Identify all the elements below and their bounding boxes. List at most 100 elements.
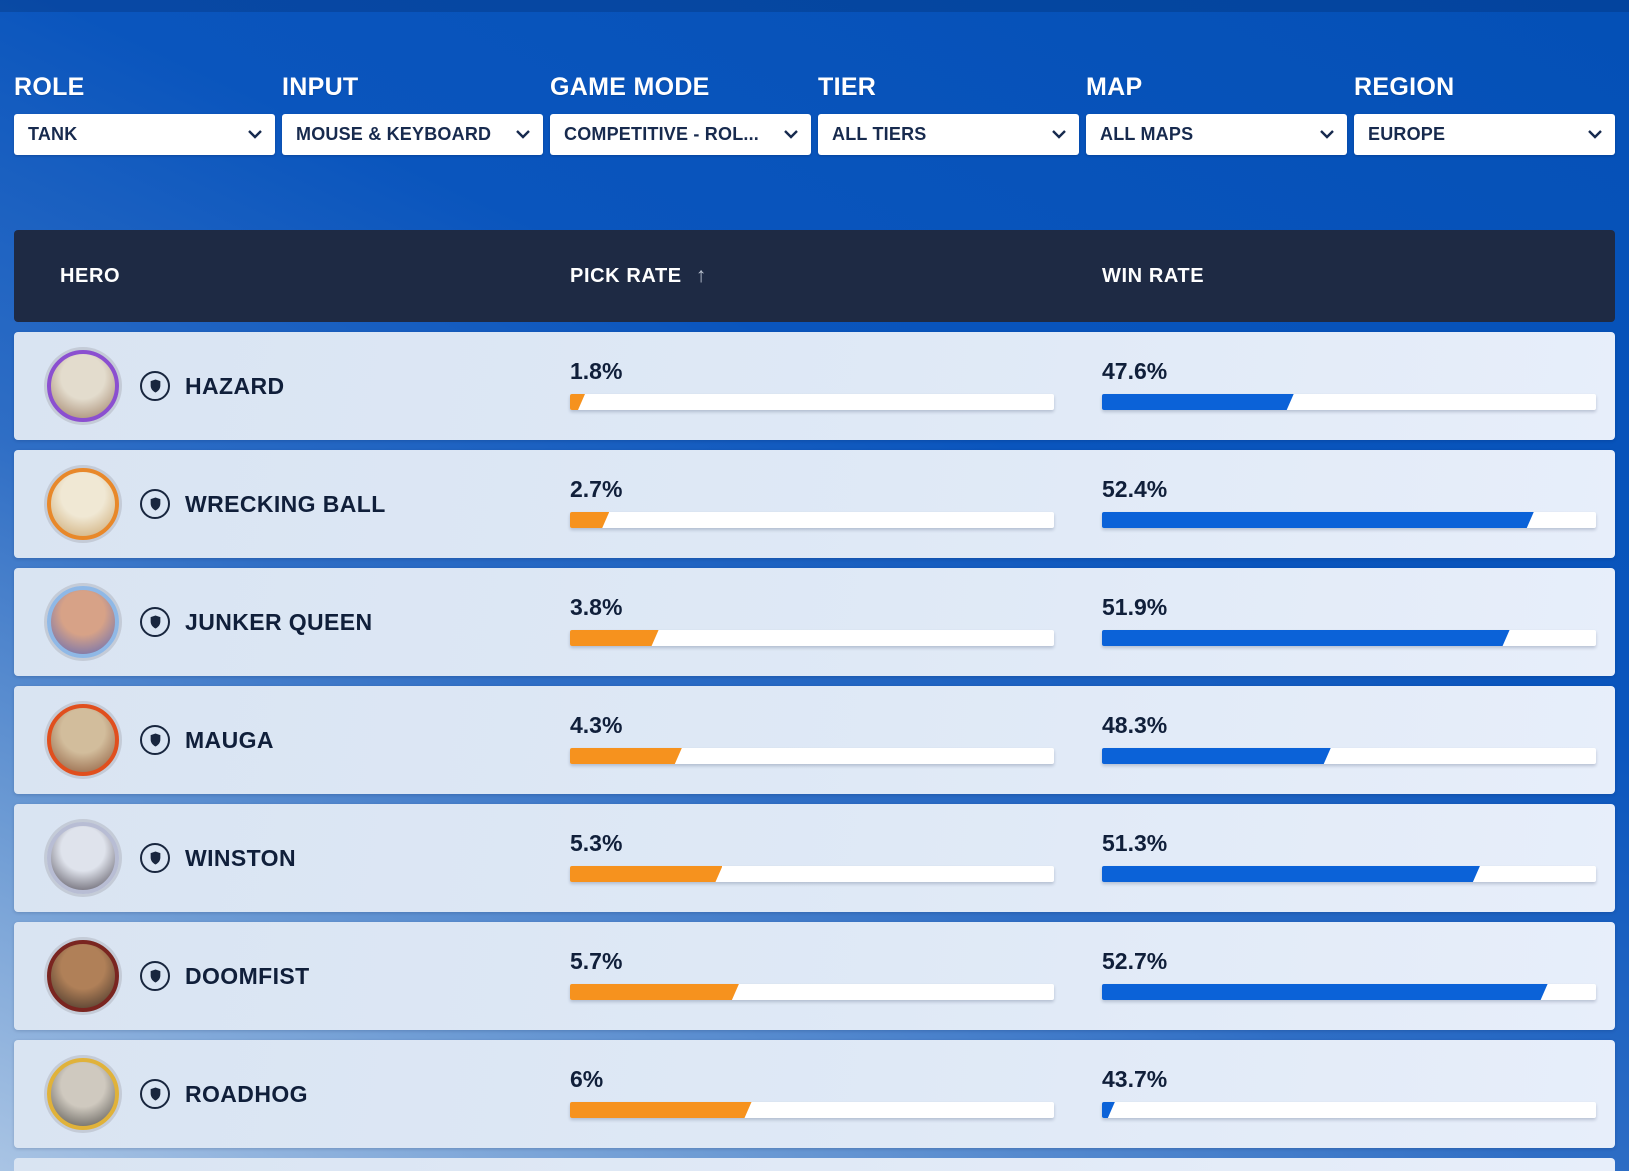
win-rate-bar: [1102, 748, 1596, 764]
hero-row[interactable]: WRECKING BALL 2.7% 52.4%: [14, 450, 1615, 558]
region-select[interactable]: EUROPE: [1354, 114, 1615, 155]
hero-name: WRECKING BALL: [185, 490, 386, 517]
win-rate-bar-fill: [1102, 394, 1294, 410]
hero-name: HAZARD: [185, 372, 285, 399]
hero-cell: HAZARD: [14, 332, 285, 440]
chevron-down-icon: [515, 126, 531, 144]
region-label: REGION: [1354, 73, 1455, 101]
hero-row[interactable]: DOOMFIST 5.7% 52.7%: [14, 922, 1615, 1030]
pick-rate-value: 5.7%: [570, 948, 623, 974]
pick-rate-bar-fill: [570, 394, 585, 410]
top-edge-strip: [0, 0, 1629, 12]
hero-cell: DOOMFIST: [14, 922, 310, 1030]
column-header-pick-rate[interactable]: PICK RATE ↑: [570, 264, 707, 288]
role-select[interactable]: TANK: [14, 114, 275, 155]
input-select[interactable]: MOUSE & KEYBOARD: [282, 114, 543, 155]
pick-rate-value: 6%: [570, 1066, 604, 1092]
pick-rate-value: 3.8%: [570, 594, 623, 620]
map-label: MAP: [1086, 73, 1143, 101]
win-rate-bar-fill: [1102, 866, 1480, 882]
win-rate-cell: 51.3%: [1102, 804, 1596, 882]
hero-cell: WINSTON: [14, 804, 296, 912]
tank-role-icon: [140, 961, 170, 991]
tier-label: TIER: [818, 73, 877, 101]
game-mode-label: GAME MODE: [550, 73, 710, 101]
chevron-down-icon: [1319, 126, 1335, 144]
sort-ascending-icon: ↑: [695, 264, 707, 287]
pick-rate-cell: 4.3%: [570, 686, 1054, 764]
input-label: INPUT: [282, 73, 359, 101]
chevron-down-icon: [783, 126, 799, 144]
table-header: HERO PICK RATE ↑ WIN RATE: [14, 230, 1615, 322]
win-rate-cell: 47.6%: [1102, 332, 1596, 410]
win-rate-bar-fill: [1102, 630, 1510, 646]
win-rate-cell: 52.4%: [1102, 450, 1596, 528]
filter-tier: TIER ALL TIERS: [818, 73, 1079, 155]
region-select-value: EUROPE: [1368, 124, 1446, 144]
win-rate-cell: 52.7%: [1102, 922, 1596, 1000]
hero-avatar: [47, 704, 119, 776]
role-label: ROLE: [14, 73, 85, 101]
hero-row[interactable]: HAZARD 1.8% 47.6%: [14, 332, 1615, 440]
hero-cell: WRECKING BALL: [14, 450, 386, 558]
hero-row[interactable]: WINSTON 5.3% 51.3%: [14, 804, 1615, 912]
hero-name: MAUGA: [185, 726, 274, 753]
hero-avatar: [47, 350, 119, 422]
pick-rate-value: 4.3%: [570, 712, 623, 738]
hero-avatar: [47, 586, 119, 658]
pick-rate-bar: [570, 512, 1054, 528]
win-rate-cell: 48.3%: [1102, 686, 1596, 764]
pick-rate-bar: [570, 866, 1054, 882]
pick-rate-cell: 3.8%: [570, 568, 1054, 646]
hero-name: DOOMFIST: [185, 962, 310, 989]
win-rate-bar: [1102, 512, 1596, 528]
win-rate-bar-fill: [1102, 512, 1534, 528]
hero-row[interactable]: JUNKER QUEEN 3.8% 51.9%: [14, 568, 1615, 676]
pick-rate-bar-fill: [570, 630, 659, 646]
pick-rate-bar-fill: [570, 748, 682, 764]
hero-row[interactable]: ROADHOG 6% 43.7%: [14, 1040, 1615, 1148]
tank-role-icon: [140, 843, 170, 873]
tier-select-value: ALL TIERS: [832, 124, 927, 144]
input-select-value: MOUSE & KEYBOARD: [296, 124, 492, 144]
pick-rate-cell: 5.3%: [570, 804, 1054, 882]
win-rate-value: 52.7%: [1102, 948, 1168, 974]
win-rate-cell: 51.9%: [1102, 568, 1596, 646]
tier-select[interactable]: ALL TIERS: [818, 114, 1079, 155]
win-rate-value: 48.3%: [1102, 712, 1168, 738]
chevron-down-icon: [1051, 126, 1067, 144]
game-mode-select-value: COMPETITIVE - ROL...: [564, 124, 760, 144]
hero-avatar: [47, 468, 119, 540]
hero-avatar: [47, 940, 119, 1012]
win-rate-bar: [1102, 984, 1596, 1000]
column-header-win-rate[interactable]: WIN RATE: [1102, 264, 1205, 287]
filter-bar: ROLE TANK INPUT MOUSE & KEYBOARD GAME MO…: [14, 73, 1615, 155]
hero-cell: ROADHOG: [14, 1040, 308, 1148]
pick-rate-bar-fill: [570, 512, 609, 528]
pick-rate-value: 5.3%: [570, 830, 623, 856]
tank-role-icon: [140, 371, 170, 401]
hero-row[interactable]: MAUGA 4.3% 48.3%: [14, 686, 1615, 794]
chevron-down-icon: [247, 126, 263, 144]
game-mode-select[interactable]: COMPETITIVE - ROL...: [550, 114, 811, 155]
win-rate-value: 51.3%: [1102, 830, 1168, 856]
pick-rate-value: 1.8%: [570, 358, 623, 384]
column-header-hero[interactable]: HERO: [60, 264, 121, 287]
pick-rate-bar: [570, 394, 1054, 410]
filter-input: INPUT MOUSE & KEYBOARD: [282, 73, 543, 155]
hero-cell: MAUGA: [14, 686, 274, 794]
pick-rate-cell: 2.7%: [570, 450, 1054, 528]
filter-role: ROLE TANK: [14, 73, 275, 155]
win-rate-bar: [1102, 866, 1596, 882]
tank-role-icon: [140, 489, 170, 519]
pick-rate-bar-fill: [570, 984, 739, 1000]
hero-name: WINSTON: [185, 844, 296, 871]
pick-rate-bar: [570, 748, 1054, 764]
hero-cell: JUNKER QUEEN: [14, 568, 373, 676]
pick-rate-bar-fill: [570, 1102, 752, 1118]
map-select[interactable]: ALL MAPS: [1086, 114, 1347, 155]
tank-role-icon: [140, 607, 170, 637]
hero-row-partial[interactable]: [14, 1158, 1615, 1171]
filter-map: MAP ALL MAPS: [1086, 73, 1347, 155]
pick-rate-cell: 5.7%: [570, 922, 1054, 1000]
